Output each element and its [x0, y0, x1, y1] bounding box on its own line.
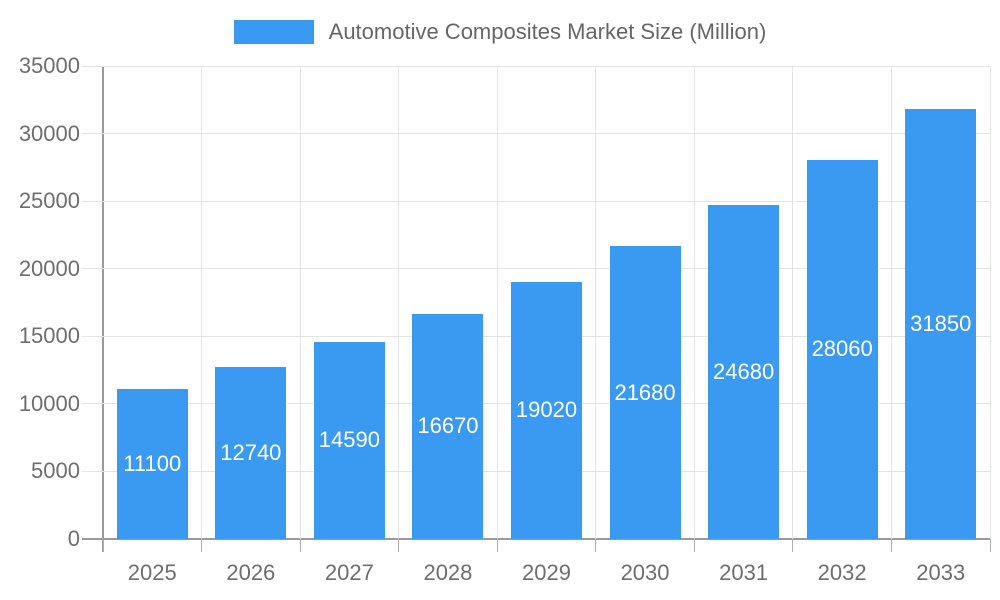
x-gridline [792, 66, 794, 539]
x-axis-tick-label: 2030 [620, 560, 670, 585]
x-gridline [989, 66, 991, 539]
x-axis-tick-label: 2025 [127, 560, 177, 585]
bar: 11100 [116, 389, 188, 539]
bar: 21680 [609, 246, 681, 539]
x-axis-tick [201, 539, 203, 552]
x-axis-tick-label: 2032 [817, 560, 867, 585]
bar: 14590 [313, 341, 385, 539]
bar-value-label: 14590 [318, 427, 380, 453]
bar-value-label: 11100 [123, 451, 182, 476]
x-gridline [299, 66, 301, 539]
x-axis-tick [102, 539, 104, 552]
x-gridline [890, 66, 892, 539]
y-axis-line [102, 66, 104, 552]
bar-value-label: 16670 [417, 413, 479, 439]
y-gridline [82, 133, 990, 135]
bar: 16670 [412, 313, 484, 539]
x-axis-tick [989, 539, 991, 552]
legend[interactable]: Automotive Composites Market Size (Milli… [0, 18, 1000, 46]
plot-area: 0 5000 10000 15000 20000 25000 30000 35000 11100… [19, 53, 991, 585]
y-gridline [82, 268, 990, 270]
x-gridline [693, 66, 695, 539]
bar-value-label: 21680 [614, 379, 676, 405]
bar: 28060 [806, 159, 878, 539]
bar: 19020 [511, 281, 582, 539]
x-axis-tick [890, 539, 892, 552]
bar: 31850 [905, 108, 977, 539]
bar-value-label: 28060 [811, 336, 873, 362]
legend-label: Automotive Composites Market Size (Milli… [328, 19, 767, 44]
x-gridline [595, 66, 597, 539]
y-axis-tick-label: 10000 [18, 390, 80, 416]
x-axis-tick-label: 2028 [423, 560, 473, 585]
bar-value-label: 12740 [220, 439, 282, 465]
x-axis-tick-label: 2026 [226, 560, 276, 585]
x-axis-tick-label: 2027 [324, 560, 374, 585]
y-axis-tick-label: 20000 [18, 255, 80, 281]
bar: 24680 [708, 205, 780, 539]
x-axis-line [82, 538, 990, 540]
y-gridline [82, 200, 990, 202]
y-axis-tick-label: 0 [67, 526, 80, 551]
y-axis-tick-label: 25000 [18, 188, 80, 214]
y-axis-tick-label: 5000 [31, 458, 80, 484]
bar-value-label: 19020 [515, 397, 578, 423]
y-axis-tick-label: 15000 [18, 323, 80, 349]
x-axis-tick [792, 539, 794, 552]
x-axis-tick [693, 539, 695, 552]
x-axis-tick-label: 2033 [916, 560, 966, 585]
x-gridline [201, 66, 203, 539]
x-gridline [496, 66, 498, 539]
x-axis-tick-label: 2029 [522, 560, 571, 585]
x-gridline [398, 66, 400, 539]
y-axis-tick-label: 35000 [18, 53, 80, 78]
x-axis-tick [595, 539, 597, 552]
bar-value-label: 24680 [713, 359, 775, 385]
bar: 12740 [215, 366, 287, 539]
x-axis-tick-label: 2031 [719, 560, 769, 585]
x-axis-tick [398, 539, 400, 552]
legend-swatch-icon [233, 20, 314, 44]
y-axis-tick-label: 30000 [18, 120, 80, 146]
bar-value-label: 31850 [910, 310, 972, 336]
x-axis-tick [496, 539, 498, 552]
x-axis-tick [299, 539, 301, 552]
y-gridline [82, 65, 990, 67]
